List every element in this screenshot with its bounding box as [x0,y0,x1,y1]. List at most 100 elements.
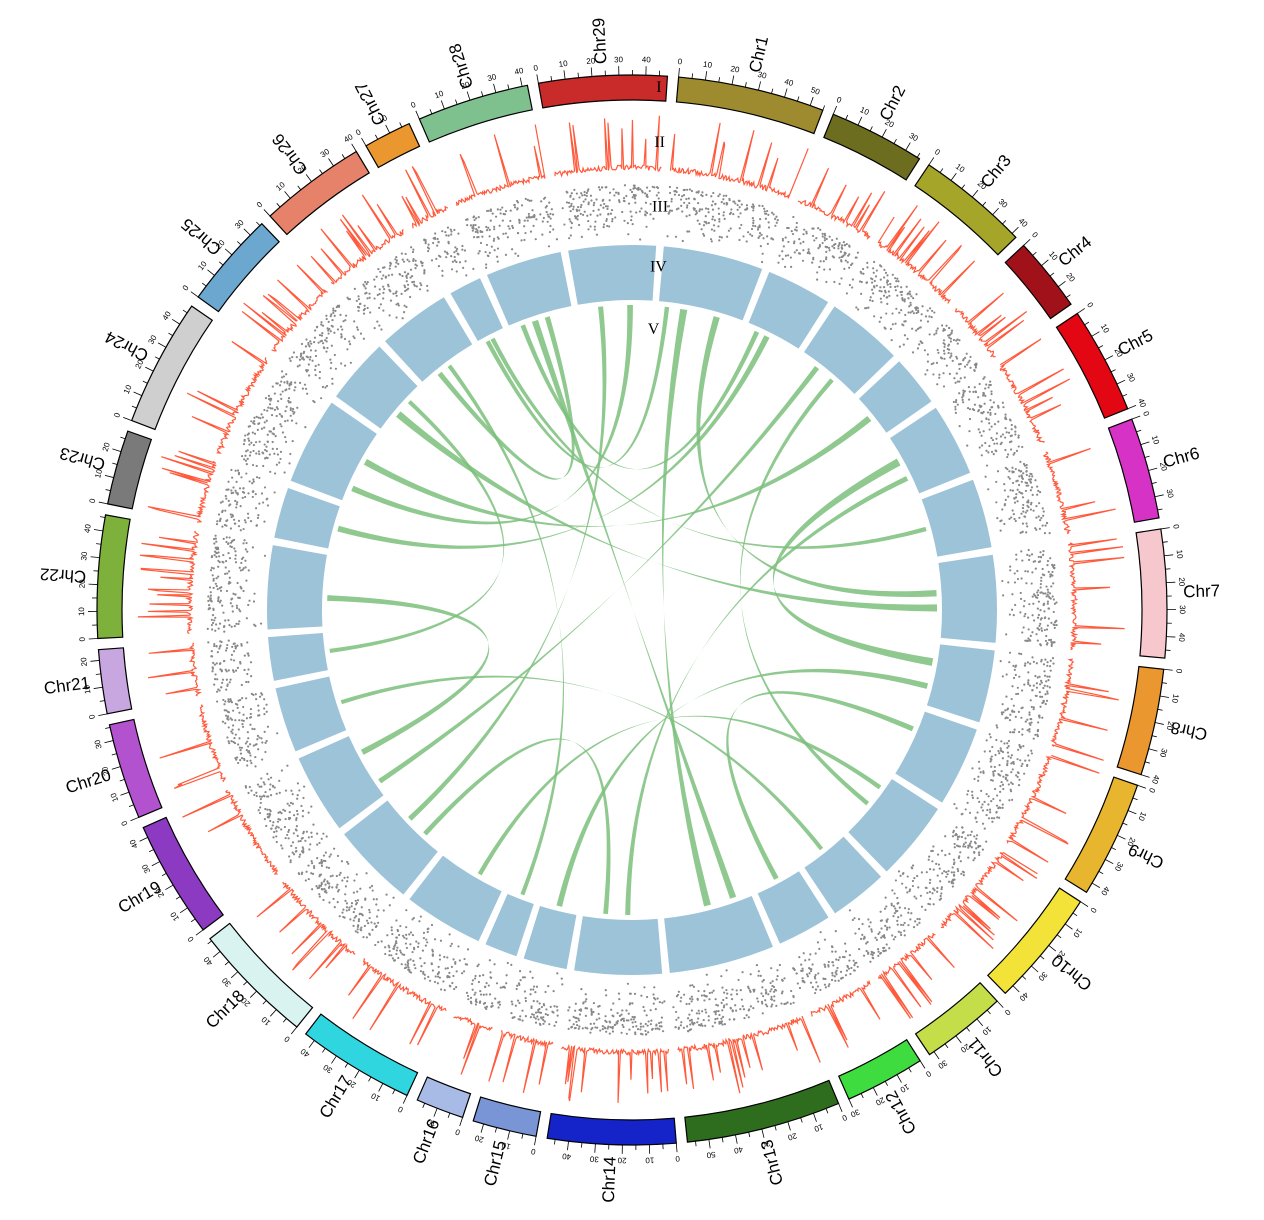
scatter-point [730,212,732,214]
scatter-point [450,945,452,947]
scatter-point [600,204,602,206]
tick [735,1135,737,1144]
scatter-point [683,202,685,204]
scatter-point [384,946,386,948]
tick [1162,683,1167,684]
scatter-point [704,1025,706,1027]
scatter-point [968,398,970,400]
scatter-point [236,503,238,505]
scatter-point [1004,489,1006,491]
scatter-point [921,305,923,307]
scatter-point [703,235,705,237]
scatter-point [373,279,375,281]
scatter-point [252,450,254,452]
scatter-point [356,891,358,893]
scatter-point [222,679,224,681]
scatter-point [722,1016,724,1018]
scatter-point [635,194,637,196]
scatter-point [320,861,322,863]
scatter-point [230,602,232,604]
scatter-point [1033,738,1035,740]
scatter-point [883,295,885,297]
scatter-point [955,401,957,403]
scatter-point [928,315,930,317]
scatter-point [989,381,991,383]
scatter-point [470,1002,472,1004]
scatter-point [264,791,266,793]
scatter-point [321,882,323,884]
scatter-point [340,336,342,338]
scatter-point [237,469,239,471]
scatter-point [496,256,498,258]
scatter-point [395,953,397,955]
scatter-point [257,735,259,737]
scatter-point [680,997,682,999]
scatter-point [1002,807,1004,809]
scatter-point [946,365,948,367]
scatter-point [812,258,814,260]
scatter-point [249,743,251,745]
scatter-point [634,197,636,199]
scatter-point [964,376,966,378]
scatter-point [587,203,589,205]
scatter-point [211,650,213,652]
scatter-point [904,298,906,300]
scatter-point [350,362,352,364]
scatter-point [278,826,280,828]
density-line [670,123,808,198]
tick-label: 40 [642,55,652,64]
scatter-point [1033,619,1035,621]
scatter-point [517,255,519,257]
scatter-point [445,967,447,969]
scatter-point [211,624,213,626]
tick [423,1103,425,1108]
scatter-point [686,206,688,208]
scatter-point [767,243,769,245]
scatter-point [499,225,501,227]
scatter-point [281,847,283,849]
scatter-point [891,934,893,936]
scatter-point [752,222,754,224]
scatter-point [585,993,587,995]
scatter-point [697,990,699,992]
tick [243,982,247,985]
scatter-point [441,270,443,272]
scatter-point [680,1021,682,1023]
scatter-point [406,259,408,261]
tick [386,125,390,133]
scatter-point [215,583,217,585]
scatter-point [408,933,410,935]
scatter-point [269,403,271,405]
scatter-point [893,938,895,940]
scatter-point [757,1000,759,1002]
scatter-point [978,767,980,769]
tick [1128,811,1136,814]
scatter-point [1031,752,1033,754]
scatter-point [277,821,279,823]
scatter-point [1020,577,1022,579]
scatter-point [373,297,375,299]
scatter-point [749,233,751,235]
scatter-point [1023,773,1025,775]
scatter-point [715,1004,717,1006]
scatter-point [1046,522,1048,524]
scatter-point [515,1005,517,1007]
scatter-point [421,265,423,267]
scatter-point [593,202,595,204]
scatter-point [900,934,902,936]
scatter-point [1042,568,1044,570]
scatter-point [354,917,356,919]
tick [298,186,301,190]
tick [149,850,153,852]
density-line [811,981,880,1048]
scatter-point [743,1008,745,1010]
scatter-point [321,334,323,336]
scatter-point [538,1008,540,1010]
scatter-point [960,873,962,875]
scatter-point [293,814,295,816]
scatter-point [454,259,456,261]
scatter-point [627,222,629,224]
tick-label: 30 [319,147,332,160]
scatter-point [407,963,409,965]
scatter-point [1002,788,1004,790]
